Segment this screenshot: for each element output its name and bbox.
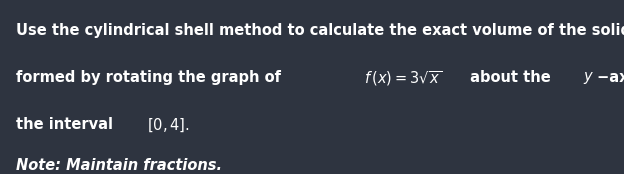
- Text: Note: Maintain fractions.: Note: Maintain fractions.: [16, 158, 222, 173]
- Text: −axis on: −axis on: [597, 70, 624, 85]
- Text: about the: about the: [466, 70, 556, 85]
- Text: the interval: the interval: [16, 117, 118, 132]
- Text: $\left[0,4\right].$: $\left[0,4\right].$: [147, 117, 190, 134]
- Text: Use the cylindrical shell method to calculate the exact volume of the solid: Use the cylindrical shell method to calc…: [16, 23, 624, 38]
- Text: $f\,(x) = 3\sqrt{x}$: $f\,(x) = 3\sqrt{x}$: [364, 70, 442, 88]
- Text: formed by rotating the graph of: formed by rotating the graph of: [16, 70, 286, 85]
- Text: $y$: $y$: [583, 70, 594, 86]
